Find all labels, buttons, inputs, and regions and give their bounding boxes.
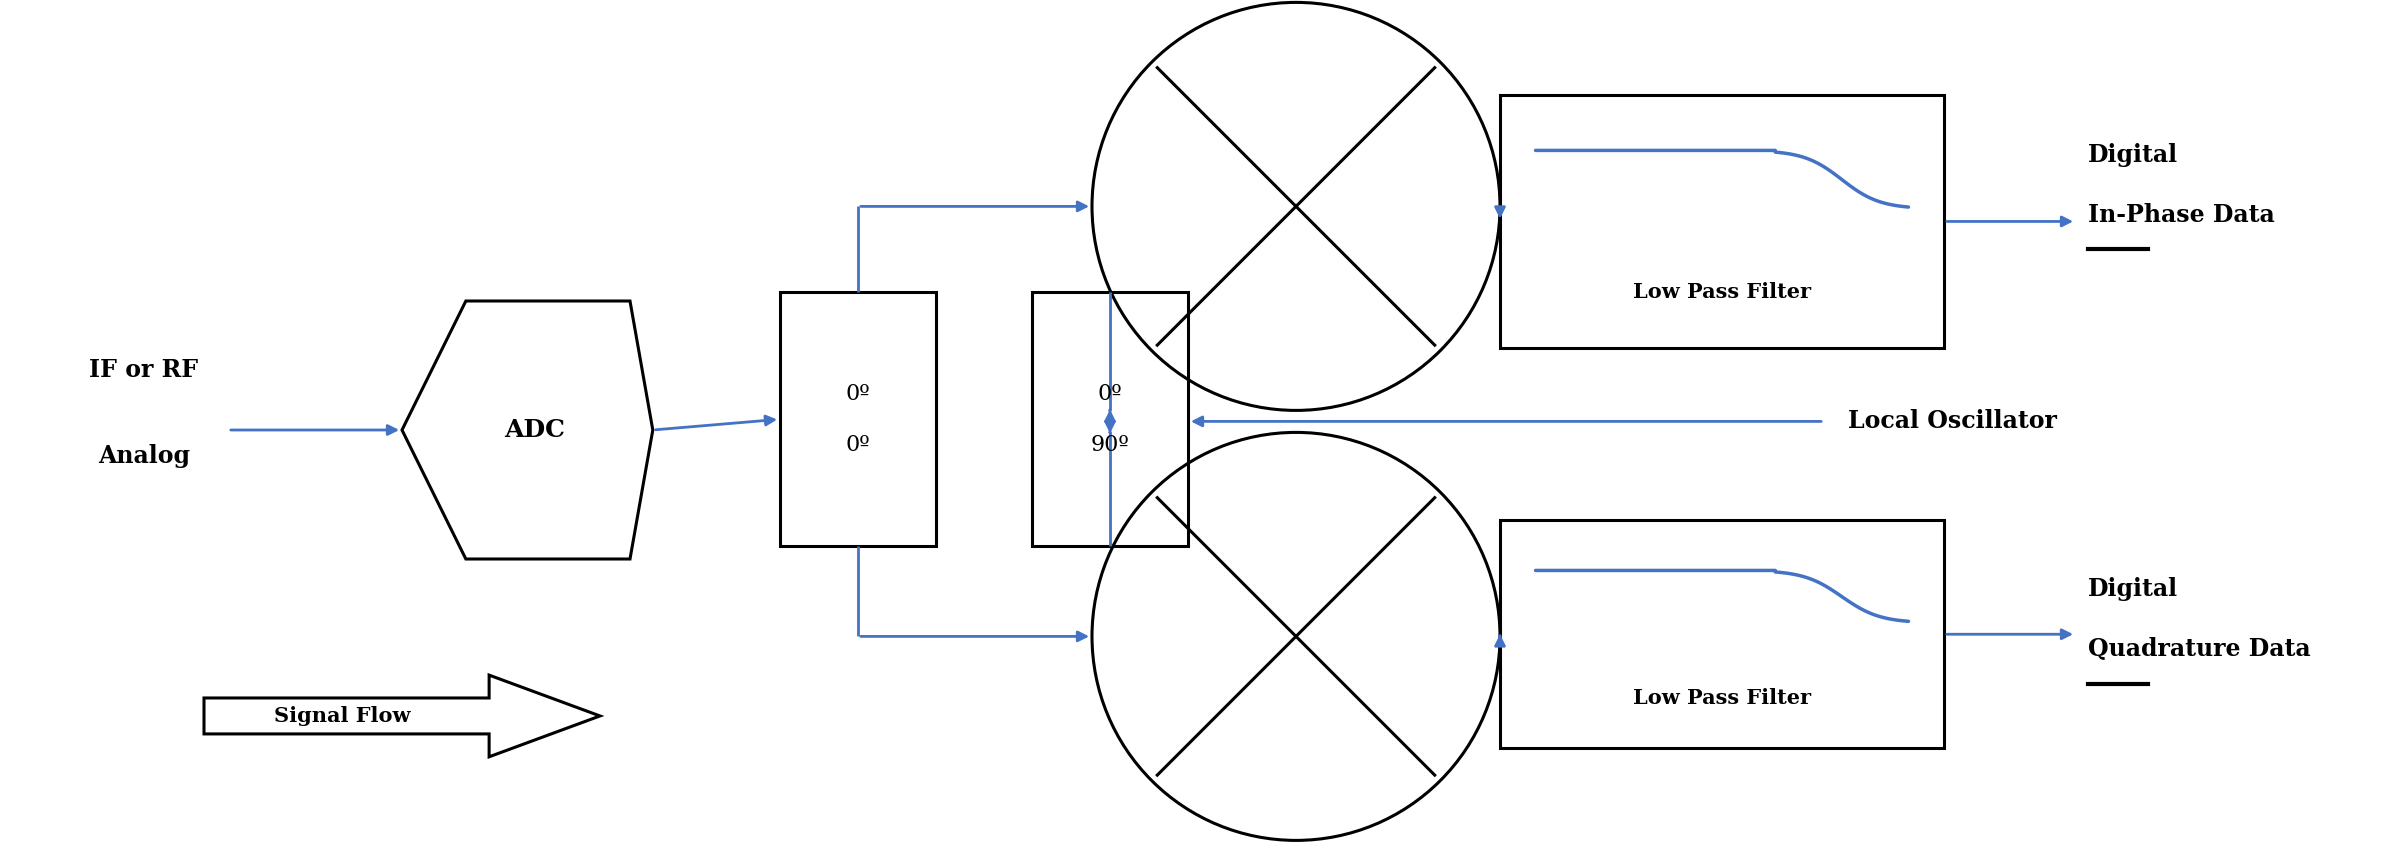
Text: Quadrature Data: Quadrature Data (2088, 637, 2311, 661)
Text: 0º

0º: 0º 0º (845, 383, 871, 456)
Text: 0º

90º: 0º 90º (1090, 383, 1130, 456)
Bar (1032, 292, 1188, 546)
Text: Local Oscillator: Local Oscillator (1848, 409, 2057, 433)
Text: IF or RF: IF or RF (89, 358, 199, 382)
Text: Digital: Digital (2088, 577, 2179, 601)
Text: Signal Flow: Signal Flow (274, 706, 410, 726)
Text: Low Pass Filter: Low Pass Filter (1632, 282, 1812, 303)
Bar (780, 292, 936, 546)
Bar (1500, 95, 1944, 348)
Bar (1500, 520, 1944, 748)
Text: In-Phase Data: In-Phase Data (2088, 203, 2275, 227)
Text: Digital: Digital (2088, 143, 2179, 167)
Text: Low Pass Filter: Low Pass Filter (1632, 688, 1812, 708)
Text: Analog: Analog (98, 444, 190, 468)
Text: ADC: ADC (504, 418, 564, 442)
